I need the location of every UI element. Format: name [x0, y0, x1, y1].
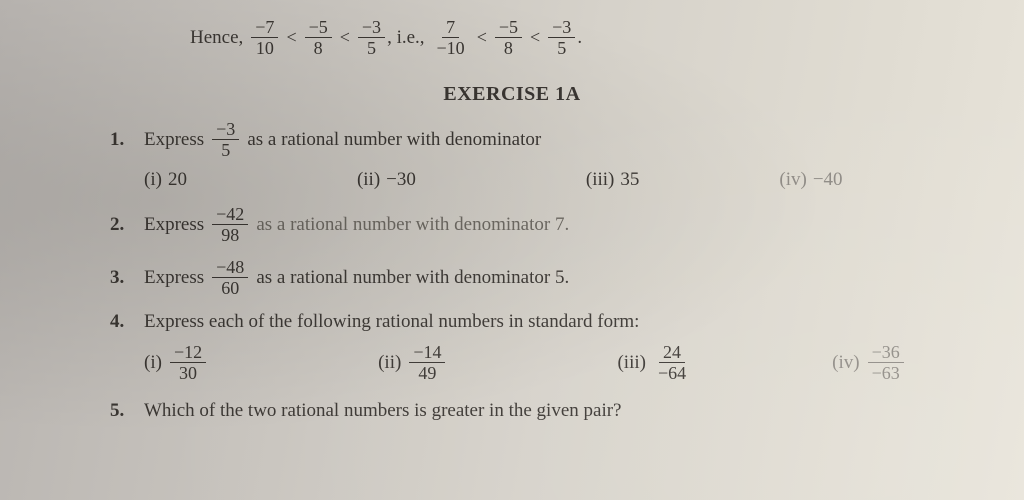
q1-opt-ii: (ii) −30 [357, 169, 416, 191]
lt-sign: < [477, 27, 487, 48]
frac-num: −5 [495, 18, 522, 38]
frac-den: 8 [500, 38, 517, 57]
q4-iv-frac: −36 −63 [868, 343, 904, 382]
q2-number: 2. [110, 214, 134, 236]
opt-label: (iii) [586, 169, 615, 191]
frac-den: 60 [217, 278, 243, 297]
frac-num: −12 [170, 343, 206, 363]
q2-post: as a rational number with denominator 7. [256, 214, 569, 236]
q3-pre: Express [144, 267, 204, 289]
q4-text: Express each of the following rational n… [144, 311, 639, 333]
frac-den: 5 [553, 38, 570, 57]
q3-post: as a rational number with denominator 5. [256, 267, 569, 289]
q1-pre: Express [144, 129, 204, 151]
opt-label: (ii) [357, 169, 380, 191]
hence-frac-5: −5 8 [495, 18, 522, 57]
frac-num: −3 [548, 18, 575, 38]
q3-number: 3. [110, 267, 134, 289]
opt-value: 20 [168, 169, 187, 191]
frac-num: −42 [212, 205, 248, 225]
frac-den: 30 [175, 363, 201, 382]
frac-num: 24 [659, 343, 685, 363]
frac-num: −36 [868, 343, 904, 363]
q1-opt-i: (i) 20 [144, 169, 187, 191]
frac-den: −10 [433, 38, 469, 57]
frac-den: 49 [414, 363, 440, 382]
opt-label: (iv) [832, 352, 859, 374]
q2-pre: Express [144, 214, 204, 236]
q4-iii-frac: 24 −64 [654, 343, 690, 382]
q4-opt-ii: (ii) −14 49 [378, 343, 447, 382]
frac-den: 5 [217, 140, 234, 159]
frac-num: −3 [212, 120, 239, 140]
frac-num: −3 [358, 18, 385, 38]
hence-frac-2: −5 8 [305, 18, 332, 57]
question-3: 3. Express −48 60 as a rational number w… [110, 258, 984, 297]
q1-number: 1. [110, 129, 134, 151]
opt-value: 35 [620, 169, 639, 191]
frac-den: −63 [868, 363, 904, 382]
opt-label: (i) [144, 169, 162, 191]
opt-value: −40 [813, 169, 843, 191]
hence-prefix: Hence, [190, 27, 243, 49]
frac-num: −48 [212, 258, 248, 278]
question-2: 2. Express −42 98 as a rational number w… [110, 205, 984, 244]
question-5: 5. Which of the two rational numbers is … [110, 400, 984, 422]
q1-options: (i) 20 (ii) −30 (iii) 35 (iv) −40 [144, 169, 984, 191]
hence-frac-1: −7 10 [251, 18, 278, 57]
q5-number: 5. [110, 400, 134, 422]
exercise-heading: EXERCISE 1A [40, 83, 984, 106]
q1-frac: −3 5 [212, 120, 239, 159]
hence-frac-3: −3 5 [358, 18, 385, 57]
frac-den: 10 [252, 38, 278, 57]
hence-dot: . [577, 27, 582, 49]
q1-opt-iii: (iii) 35 [586, 169, 640, 191]
q4-opt-iii: (iii) 24 −64 [617, 343, 692, 382]
lt-sign: < [286, 27, 296, 48]
question-4: 4. Express each of the following rationa… [110, 311, 984, 333]
frac-num: −5 [305, 18, 332, 38]
q3-frac: −48 60 [212, 258, 248, 297]
q4-opt-iv: (iv) −36 −63 [832, 343, 906, 382]
opt-value: −30 [386, 169, 416, 191]
lt-sign: < [340, 27, 350, 48]
frac-num: −14 [409, 343, 445, 363]
q1-post: as a rational number with denominator [247, 129, 541, 151]
hence-frac-4: 7 −10 [433, 18, 469, 57]
hence-frac-6: −3 5 [548, 18, 575, 57]
frac-num: −7 [251, 18, 278, 38]
q4-i-frac: −12 30 [170, 343, 206, 382]
ie-text: , i.e., [387, 27, 424, 49]
opt-label: (i) [144, 352, 162, 374]
question-1: 1. Express −3 5 as a rational number wit… [110, 120, 984, 159]
opt-label: (iv) [779, 169, 806, 191]
lt-sign: < [530, 27, 540, 48]
frac-den: −64 [654, 363, 690, 382]
frac-den: 5 [363, 38, 380, 57]
q2-frac: −42 98 [212, 205, 248, 244]
q4-options: (i) −12 30 (ii) −14 49 (iii) 24 −64 (iv)… [144, 343, 984, 382]
q4-number: 4. [110, 311, 134, 333]
frac-den: 98 [217, 225, 243, 244]
opt-label: (ii) [378, 352, 401, 374]
q5-text: Which of the two rational numbers is gre… [144, 400, 621, 422]
frac-num: 7 [442, 18, 459, 38]
q1-opt-iv: (iv) −40 [779, 169, 842, 191]
q4-ii-frac: −14 49 [409, 343, 445, 382]
opt-label: (iii) [617, 352, 646, 374]
frac-den: 8 [310, 38, 327, 57]
hence-line: Hence, −7 10 < −5 8 < −3 5 , i.e., 7 −10… [190, 18, 984, 57]
q4-opt-i: (i) −12 30 [144, 343, 208, 382]
